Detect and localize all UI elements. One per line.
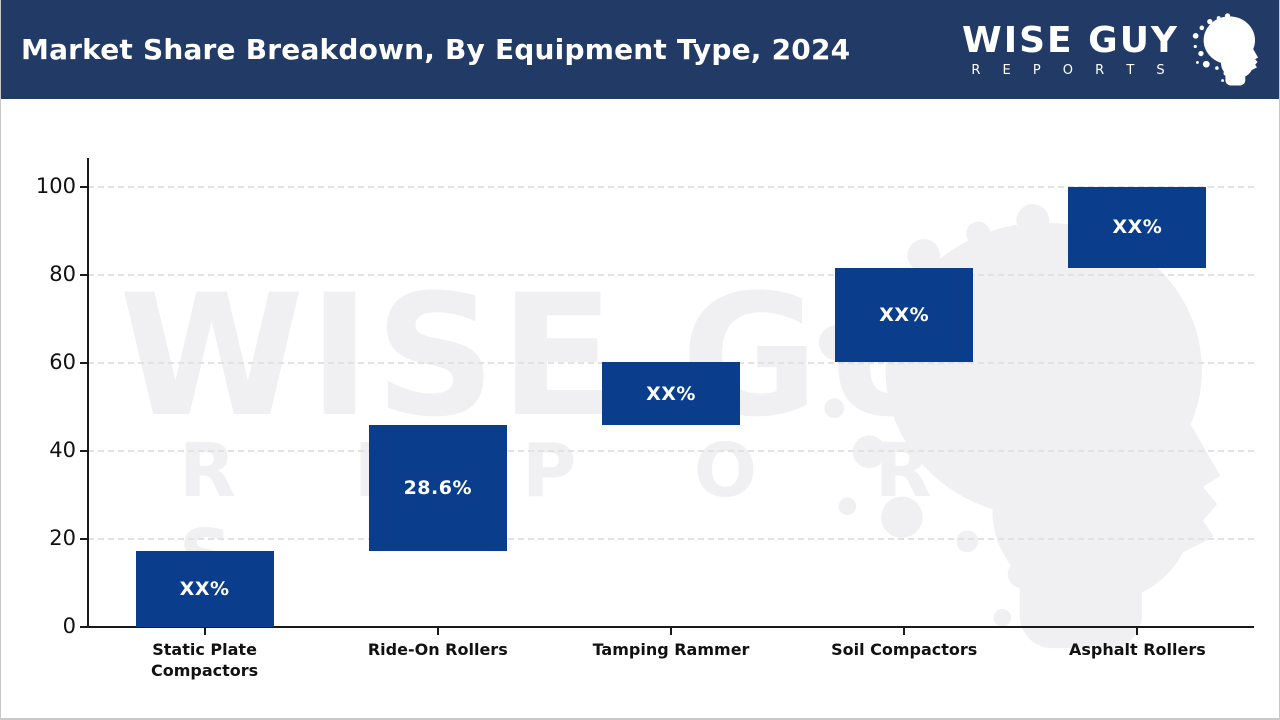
x-tick-mark bbox=[903, 628, 906, 635]
bar-value-label: XX% bbox=[179, 577, 230, 600]
bar-static-plate-compactors: XX% bbox=[135, 550, 274, 627]
y-tick-label: 80 bbox=[49, 262, 76, 286]
y-tick-label: 60 bbox=[49, 350, 76, 374]
y-tick-label: 0 bbox=[62, 614, 76, 638]
x-axis-label: Tamping Rammer bbox=[592, 640, 750, 659]
x-axis-label: Asphalt Rollers bbox=[1068, 640, 1206, 659]
y-axis bbox=[87, 158, 89, 628]
y-tick-mark bbox=[80, 450, 87, 452]
y-tick-mark bbox=[80, 362, 87, 364]
y-tick-label: 40 bbox=[49, 438, 76, 462]
gridline bbox=[88, 186, 1254, 188]
y-tick-mark bbox=[80, 626, 87, 628]
x-axis-label: Ride-On Rollers bbox=[367, 640, 508, 659]
x-tick-mark bbox=[203, 628, 206, 635]
y-tick-label: 20 bbox=[49, 526, 76, 550]
bar-soil-compactors: XX% bbox=[835, 267, 974, 363]
gridline bbox=[88, 450, 1254, 452]
bar-value-label: XX% bbox=[1112, 216, 1163, 239]
chart-title: Market Share Breakdown, By Equipment Typ… bbox=[21, 33, 851, 66]
bar-value-label: XX% bbox=[879, 304, 930, 327]
gridline bbox=[88, 538, 1254, 540]
y-tick-mark bbox=[80, 538, 87, 540]
logo-text: WISE GUY R E P O R T S bbox=[961, 19, 1179, 78]
x-axis bbox=[87, 626, 1254, 628]
gridline bbox=[88, 274, 1254, 276]
x-tick-mark bbox=[436, 628, 439, 635]
header-bar: Market Share Breakdown, By Equipment Typ… bbox=[1, 0, 1279, 99]
x-tick-mark bbox=[670, 628, 672, 635]
x-axis-label: Static Plate Compactors bbox=[150, 640, 259, 680]
y-tick-label: 100 bbox=[35, 174, 76, 198]
bar-tamping-rammer: XX% bbox=[602, 362, 740, 426]
y-tick-mark bbox=[80, 186, 87, 188]
wise-guy-logo: WISE GUY R E P O R T S bbox=[962, 9, 1263, 91]
bar-value-label: 28.6% bbox=[403, 476, 472, 499]
logo-wordmark: WISE GUY bbox=[961, 19, 1179, 61]
logo-subtitle: R E P O R T S bbox=[971, 62, 1174, 78]
y-tick-mark bbox=[80, 274, 87, 276]
x-axis-label: Soil Compactors bbox=[831, 640, 978, 659]
bar-ride-on-rollers: 28.6% bbox=[368, 425, 507, 551]
bar-asphalt-rollers: XX% bbox=[1068, 187, 1207, 268]
bar-value-label: XX% bbox=[646, 382, 696, 405]
face-profile-icon bbox=[1192, 12, 1259, 85]
x-tick-mark bbox=[1136, 628, 1139, 635]
